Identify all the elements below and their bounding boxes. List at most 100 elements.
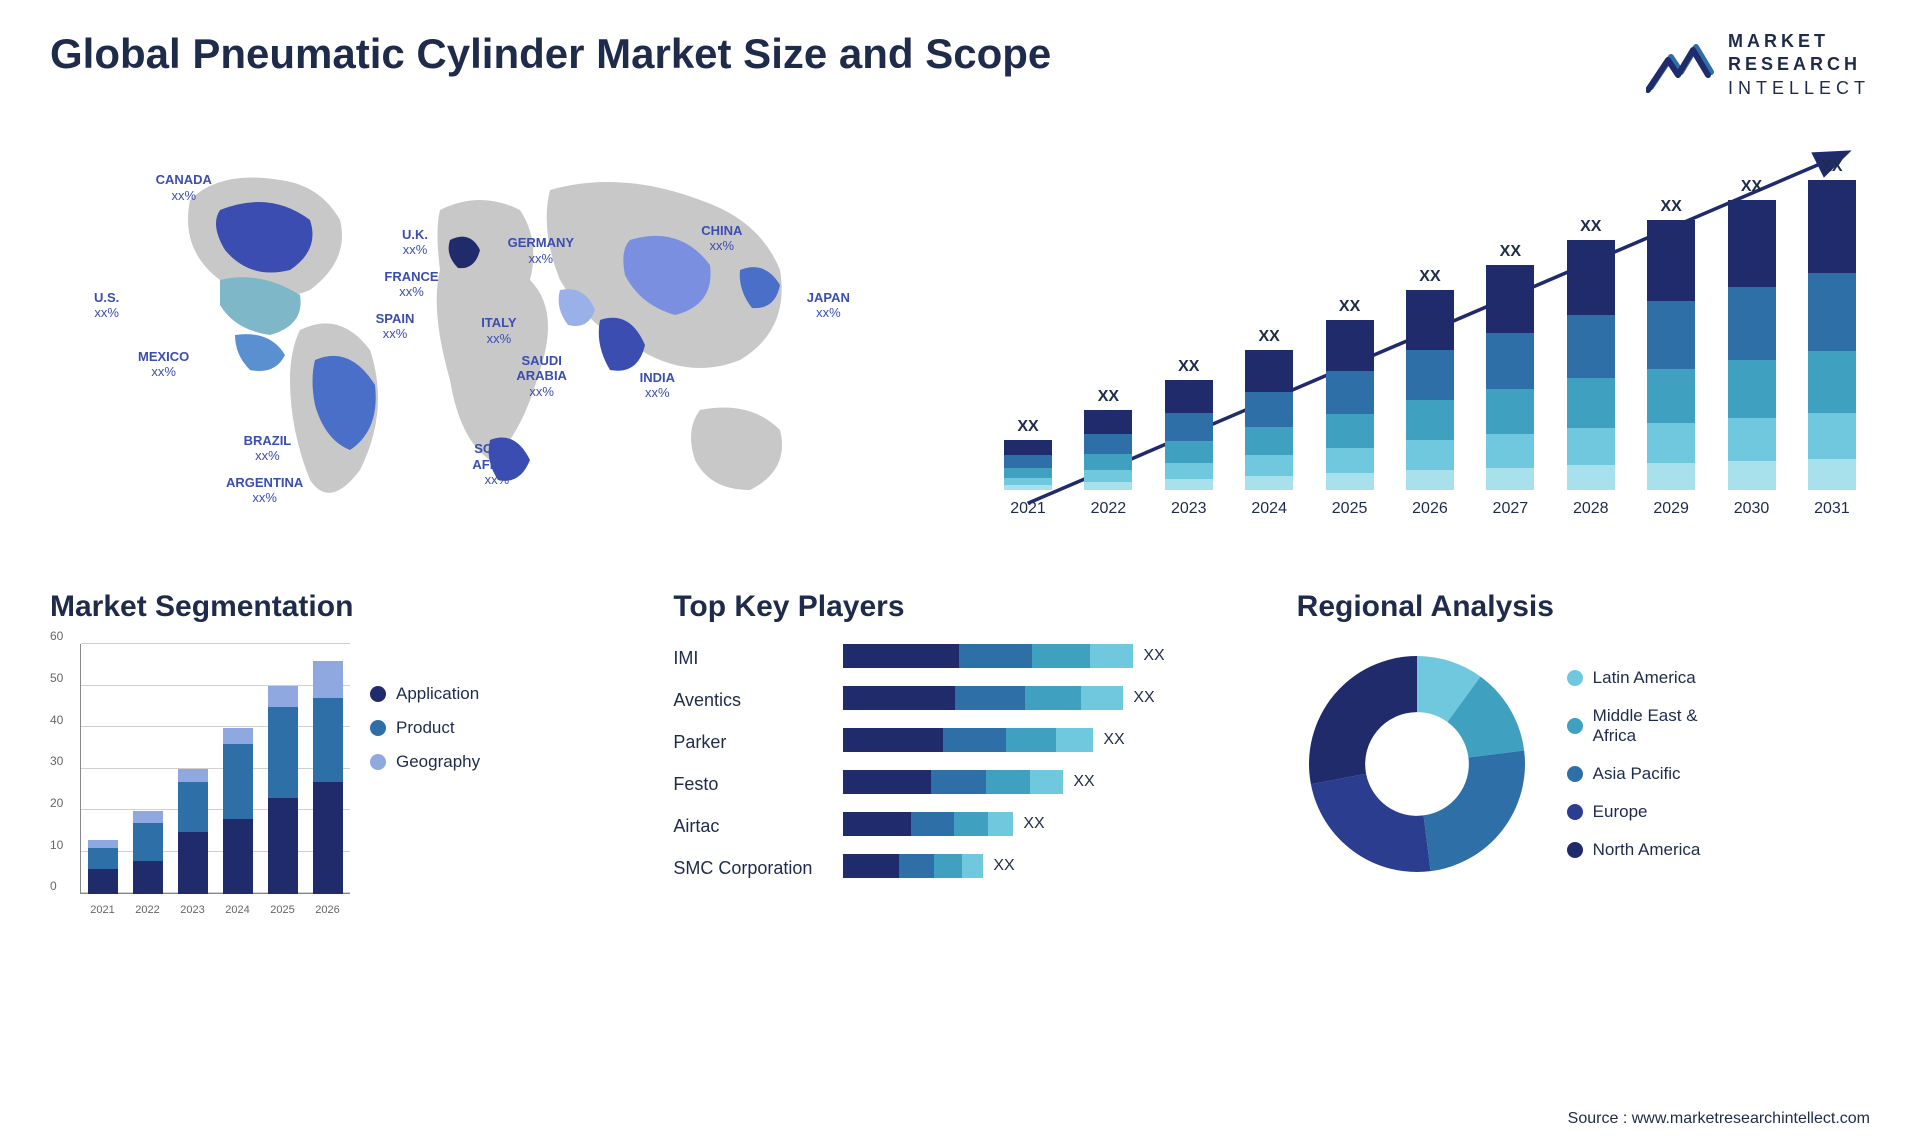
map-label: FRANCExx% bbox=[384, 269, 438, 300]
trend-bar: XX bbox=[1402, 268, 1458, 490]
legend-item: Product bbox=[370, 718, 480, 738]
key-player-bar: XX bbox=[843, 644, 1246, 668]
legend-dot-icon bbox=[370, 686, 386, 702]
map-label: CANADAxx% bbox=[156, 172, 212, 203]
map-label: BRAZILxx% bbox=[244, 433, 292, 464]
map-label: CHINAxx% bbox=[701, 223, 742, 254]
trend-bar: XX bbox=[1161, 358, 1217, 490]
legend-label: North America bbox=[1593, 840, 1701, 860]
regional-donut-chart bbox=[1297, 644, 1537, 884]
key-player-bar: XX bbox=[843, 728, 1246, 752]
trend-value-label: XX bbox=[1419, 268, 1440, 286]
key-player-bar: XX bbox=[843, 770, 1246, 794]
trend-year-label: 2028 bbox=[1563, 500, 1619, 518]
map-label: SPAINxx% bbox=[376, 311, 415, 342]
trend-year-label: 2022 bbox=[1080, 500, 1136, 518]
seg-bar bbox=[313, 661, 343, 894]
seg-x-tick: 2026 bbox=[315, 904, 339, 916]
key-player-bar: XX bbox=[843, 686, 1246, 710]
seg-x-tick: 2023 bbox=[180, 904, 204, 916]
legend-item: Geography bbox=[370, 752, 480, 772]
seg-y-tick: 40 bbox=[50, 713, 63, 727]
key-players-section: Top Key Players IMIAventicsParkerFestoAi… bbox=[673, 590, 1246, 924]
trend-year-label: 2021 bbox=[1000, 500, 1056, 518]
map-label: U.K.xx% bbox=[402, 227, 428, 258]
bottom-row: Market Segmentation 0102030405060 202120… bbox=[50, 590, 1870, 924]
legend-item: Europe bbox=[1567, 802, 1701, 822]
legend-label: Application bbox=[396, 684, 479, 704]
trend-value-label: XX bbox=[1580, 218, 1601, 236]
donut-slice bbox=[1311, 774, 1431, 872]
key-player-bar: XX bbox=[843, 812, 1246, 836]
trend-value-label: XX bbox=[1017, 418, 1038, 436]
seg-x-tick: 2021 bbox=[90, 904, 114, 916]
logo: MARKET RESEARCH INTELLECT bbox=[1646, 30, 1870, 100]
legend-item: Application bbox=[370, 684, 480, 704]
legend-item: Asia Pacific bbox=[1567, 764, 1701, 784]
map-label: U.S.xx% bbox=[94, 290, 119, 321]
key-player-label: IMI bbox=[673, 646, 823, 670]
key-player-value: XX bbox=[1023, 815, 1044, 833]
seg-x-tick: 2025 bbox=[270, 904, 294, 916]
logo-icon bbox=[1646, 37, 1716, 93]
trend-value-label: XX bbox=[1098, 388, 1119, 406]
segmentation-title: Market Segmentation bbox=[50, 590, 623, 624]
key-player-value: XX bbox=[1133, 689, 1154, 707]
seg-y-tick: 0 bbox=[50, 879, 57, 893]
regional-title: Regional Analysis bbox=[1297, 590, 1870, 624]
key-players-title: Top Key Players bbox=[673, 590, 1246, 624]
seg-x-tick: 2024 bbox=[225, 904, 249, 916]
world-map: CANADAxx%U.S.xx%MEXICOxx%BRAZILxx%ARGENT… bbox=[50, 130, 930, 550]
trend-value-label: XX bbox=[1821, 158, 1842, 176]
header: Global Pneumatic Cylinder Market Size an… bbox=[50, 30, 1870, 100]
legend-dot-icon bbox=[370, 720, 386, 736]
seg-x-tick: 2022 bbox=[135, 904, 159, 916]
trend-value-label: XX bbox=[1178, 358, 1199, 376]
regional-legend: Latin America Middle East &Africa Asia Pac… bbox=[1567, 668, 1701, 860]
donut-slice bbox=[1423, 751, 1525, 872]
map-label: MEXICOxx% bbox=[138, 349, 189, 380]
trend-value-label: XX bbox=[1660, 198, 1681, 216]
trend-year-label: 2026 bbox=[1402, 500, 1458, 518]
trend-bar: XX bbox=[1804, 158, 1860, 490]
key-player-label: Airtac bbox=[673, 814, 823, 838]
seg-bar bbox=[88, 840, 118, 894]
trend-bar: XX bbox=[1322, 298, 1378, 490]
legend-dot-icon bbox=[1567, 718, 1583, 734]
map-label: JAPANxx% bbox=[807, 290, 850, 321]
seg-y-tick: 60 bbox=[50, 629, 63, 643]
seg-bar bbox=[223, 728, 253, 895]
segmentation-chart: 0102030405060 202120222023202420252026 bbox=[50, 644, 350, 924]
map-label: SOUTHAFRICAxx% bbox=[472, 441, 521, 488]
map-label: SAUDIARABIAxx% bbox=[516, 353, 567, 400]
trend-year-label: 2029 bbox=[1643, 500, 1699, 518]
trend-year-label: 2027 bbox=[1482, 500, 1538, 518]
trend-value-label: XX bbox=[1339, 298, 1360, 316]
legend-label: Middle East &Africa bbox=[1593, 706, 1698, 746]
key-player-label: SMC Corporation bbox=[673, 856, 823, 880]
page-title: Global Pneumatic Cylinder Market Size an… bbox=[50, 30, 1051, 78]
trend-bar: XX bbox=[1724, 178, 1780, 490]
legend-label: Geography bbox=[396, 752, 480, 772]
segmentation-legend: Application Product Geography bbox=[370, 644, 480, 924]
legend-label: Product bbox=[396, 718, 455, 738]
trend-year-label: 2024 bbox=[1241, 500, 1297, 518]
legend-dot-icon bbox=[1567, 804, 1583, 820]
trend-value-label: XX bbox=[1500, 243, 1521, 261]
key-player-label: Parker bbox=[673, 730, 823, 754]
legend-dot-icon bbox=[370, 754, 386, 770]
legend-item: Latin America bbox=[1567, 668, 1701, 688]
trend-year-label: 2031 bbox=[1804, 500, 1860, 518]
segmentation-section: Market Segmentation 0102030405060 202120… bbox=[50, 590, 623, 924]
key-players-bars: XXXXXXXXXXXX bbox=[843, 644, 1246, 880]
trend-bar: XX bbox=[1482, 243, 1538, 490]
seg-y-tick: 10 bbox=[50, 838, 63, 852]
trend-value-label: XX bbox=[1741, 178, 1762, 196]
map-label: ITALYxx% bbox=[481, 315, 516, 346]
key-player-label: Festo bbox=[673, 772, 823, 796]
legend-label: Latin America bbox=[1593, 668, 1696, 688]
trend-bar: XX bbox=[1000, 418, 1056, 490]
legend-dot-icon bbox=[1567, 766, 1583, 782]
seg-bar bbox=[133, 811, 163, 894]
legend-label: Asia Pacific bbox=[1593, 764, 1681, 784]
